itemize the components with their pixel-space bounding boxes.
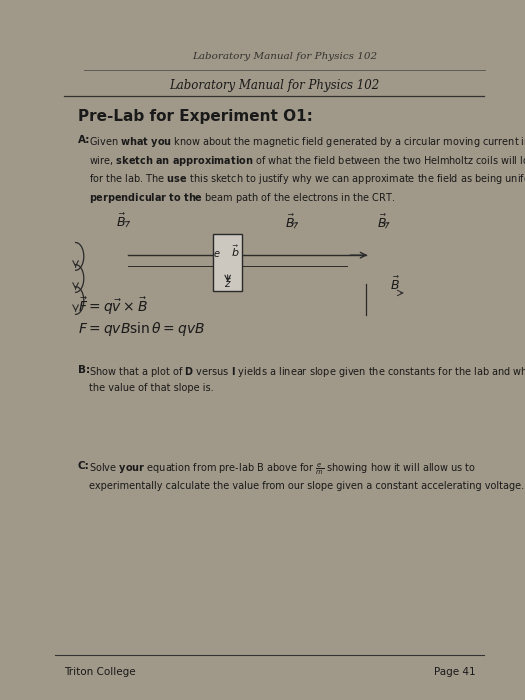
Circle shape [6,455,32,490]
Text: $\vec{B}$: $\vec{B}$ [377,214,386,231]
Bar [213,234,242,291]
Circle shape [6,222,32,257]
Text: $\vec{b}$: $\vec{b}$ [231,244,240,259]
Text: $\vec{F} = q\vec{v} \times \vec{B}$: $\vec{F} = q\vec{v} \times \vec{B}$ [78,295,148,317]
Text: e: e [213,249,219,259]
Text: $\vec{B}$: $\vec{B}$ [117,213,126,230]
Text: Show that a plot of $\mathbf{D}$ versus $\mathbf{I}$ yields a linear slope given: Show that a plot of $\mathbf{D}$ versus … [89,365,525,393]
Text: $\vec{B}$: $\vec{B}$ [286,214,295,231]
Text: $\vec{B}$: $\vec{B}$ [391,276,400,293]
Text: $F = qvB\sin\theta = qvB$: $F = qvB\sin\theta = qvB$ [78,320,205,337]
Text: Triton College: Triton College [64,666,136,676]
Text: C:: C: [78,461,90,471]
Text: A:: A: [78,136,90,146]
Text: Laboratory Manual for Physics 102: Laboratory Manual for Physics 102 [192,52,377,61]
Text: B:: B: [78,365,90,375]
Circle shape [433,29,452,55]
Text: Solve $\mathbf{your}$ equation from pre-lab B above for $\frac{e}{m}$ showing ho: Solve $\mathbf{your}$ equation from pre-… [89,461,524,491]
Text: Page 41: Page 41 [434,666,475,676]
Text: Pre-Lab for Experiment O1:: Pre-Lab for Experiment O1: [78,109,313,124]
Text: Laboratory Manual for Physics 102: Laboratory Manual for Physics 102 [169,79,380,92]
Text: $\vec{z}$: $\vec{z}$ [224,276,232,290]
Text: Given $\mathbf{what\ you}$ know about the magnetic field generated by a circular: Given $\mathbf{what\ you}$ know about th… [89,136,525,205]
